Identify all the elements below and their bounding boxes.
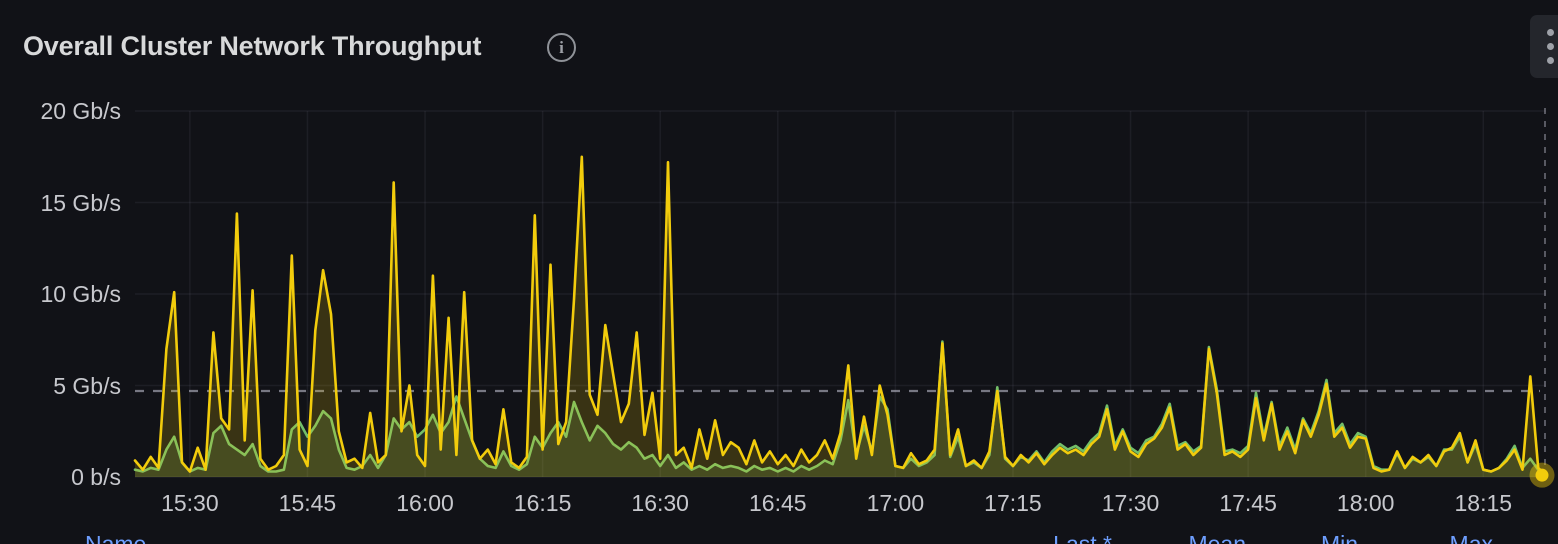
kebab-menu-icon — [1547, 57, 1554, 64]
panel-menu-button[interactable] — [1530, 15, 1558, 78]
green-series-fill — [135, 341, 1546, 477]
x-axis-label: 15:30 — [161, 490, 219, 516]
x-axis-label: 16:30 — [631, 490, 689, 516]
x-axis-label: 16:15 — [513, 490, 572, 516]
legend-header-max[interactable]: Max — [1449, 531, 1493, 544]
x-axis-label: 16:45 — [749, 490, 807, 516]
y-axis-label: 15 Gb/s — [40, 189, 121, 216]
x-axis-label: 15:45 — [278, 490, 337, 516]
x-axis-label: 18:15 — [1454, 490, 1513, 516]
legend-header-min[interactable]: Min — [1320, 531, 1358, 544]
legend-header-last[interactable]: Last * — [1053, 531, 1112, 544]
legend-header-name[interactable]: Name — [85, 531, 147, 544]
y-axis-label: 0 b/s — [71, 464, 121, 490]
legend-header-mean[interactable]: Mean — [1188, 531, 1246, 544]
y-axis-label: 10 Gb/s — [40, 281, 121, 307]
panel-title: Overall Cluster Network Throughput — [23, 31, 482, 61]
x-axis-label: 17:30 — [1101, 490, 1160, 516]
x-axis-label: 16:00 — [396, 490, 454, 516]
kebab-menu-icon — [1547, 29, 1554, 36]
info-icon[interactable]: i — [547, 33, 576, 62]
y-axis-label: 20 Gb/s — [40, 98, 121, 124]
kebab-menu-icon — [1547, 43, 1554, 50]
x-axis-label: 17:45 — [1219, 490, 1277, 516]
x-axis-label: 17:00 — [866, 490, 925, 516]
x-axis-label: 18:00 — [1336, 490, 1395, 516]
y-axis-label: 5 Gb/s — [53, 372, 121, 399]
endpoint-dot — [1535, 468, 1549, 482]
info-icon-glyph: i — [559, 37, 564, 57]
x-axis-label: 17:15 — [984, 490, 1042, 516]
yellow-series-line[interactable] — [133, 155, 1548, 477]
